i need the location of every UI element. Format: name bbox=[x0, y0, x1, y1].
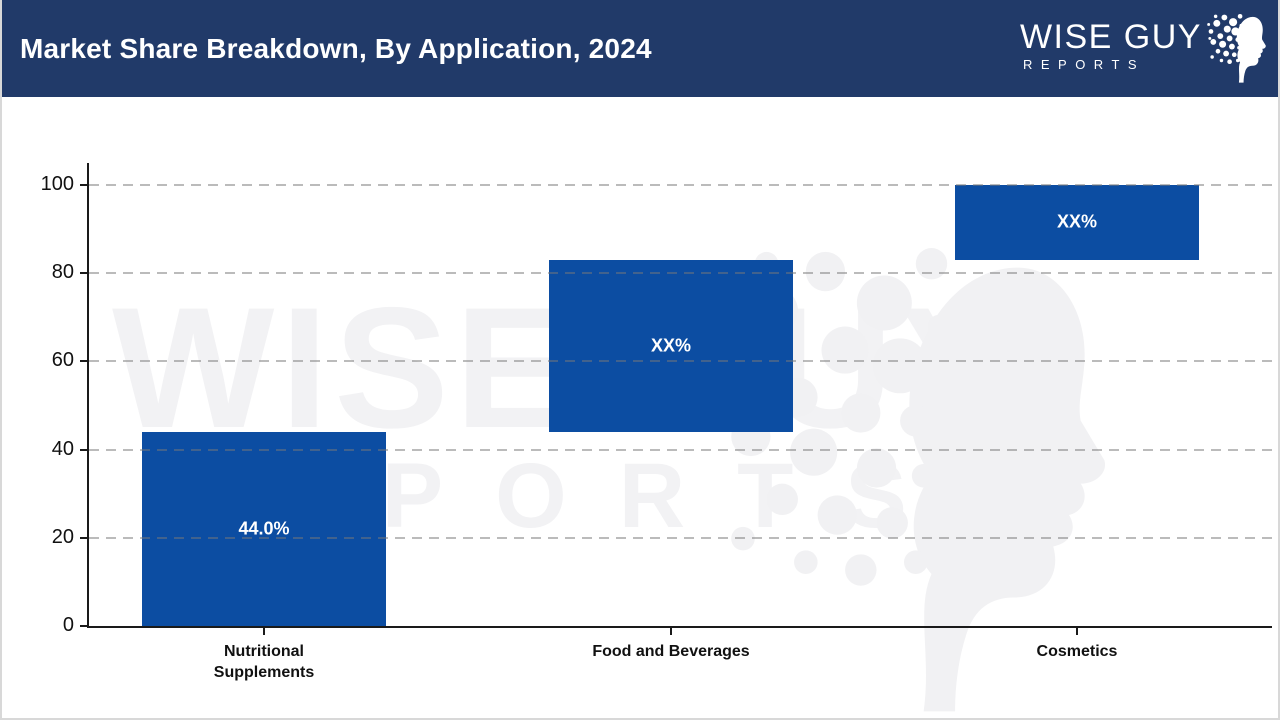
bar-value-label: XX% bbox=[1056, 211, 1098, 232]
bar-cosmetics: XX% bbox=[955, 185, 1199, 260]
x-category-label-nutritional-supplements: Nutritional Supplements bbox=[213, 643, 315, 681]
bar-nutritional-supplements: 44.0% bbox=[142, 431, 386, 626]
frame-border-left bbox=[0, 0, 2, 720]
header-bar: Market Share Breakdown, By Application, … bbox=[0, 0, 1280, 97]
logo-text: WISE GUY REPORTS bbox=[1020, 20, 1202, 72]
bar-value-label: 44.0% bbox=[238, 518, 290, 539]
bar-value-label: XX% bbox=[650, 335, 692, 356]
x-tick-mark bbox=[1076, 628, 1078, 635]
y-tick-label: 20 bbox=[51, 525, 74, 548]
logo-wiseguy-text: WISE GUY bbox=[1019, 18, 1202, 56]
y-tick-mark bbox=[80, 184, 87, 186]
y-tick-mark bbox=[80, 272, 87, 275]
y-tick-label: 60 bbox=[51, 349, 74, 372]
y-tick-mark bbox=[80, 536, 87, 539]
y-tick-label: 80 bbox=[51, 261, 74, 284]
y-axis-line bbox=[87, 163, 89, 628]
x-category-label-cosmetics: Cosmetics bbox=[1036, 643, 1118, 660]
gridline-60 bbox=[89, 360, 1272, 363]
wiseguy-logo: WISE GUY REPORTS bbox=[1020, 8, 1268, 84]
frame-border-right bbox=[1278, 0, 1280, 720]
y-tick-mark bbox=[80, 360, 87, 363]
wiseguy-face-icon bbox=[1207, 14, 1266, 83]
x-tick-mark bbox=[263, 628, 265, 635]
gridline-100 bbox=[89, 184, 1272, 186]
gridline-20 bbox=[89, 536, 1272, 539]
logo-reports-text: REPORTS bbox=[1022, 57, 1146, 72]
frame-border-bottom bbox=[0, 718, 1280, 720]
bar-food-and-beverages: XX% bbox=[549, 259, 793, 432]
y-tick-mark bbox=[80, 625, 87, 627]
x-axis-line bbox=[87, 626, 1272, 628]
y-tick-label: 40 bbox=[51, 437, 74, 460]
gridline-80 bbox=[89, 272, 1272, 275]
chart-title: Market Share Breakdown, By Application, … bbox=[20, 32, 652, 64]
y-tick-label: 100 bbox=[40, 173, 74, 195]
x-tick-mark bbox=[670, 628, 672, 635]
x-category-label-food-and-beverages: Food and Beverages bbox=[592, 643, 750, 660]
y-tick-label: 0 bbox=[62, 614, 74, 636]
gridline-40 bbox=[89, 448, 1272, 451]
y-tick-mark bbox=[80, 448, 87, 451]
